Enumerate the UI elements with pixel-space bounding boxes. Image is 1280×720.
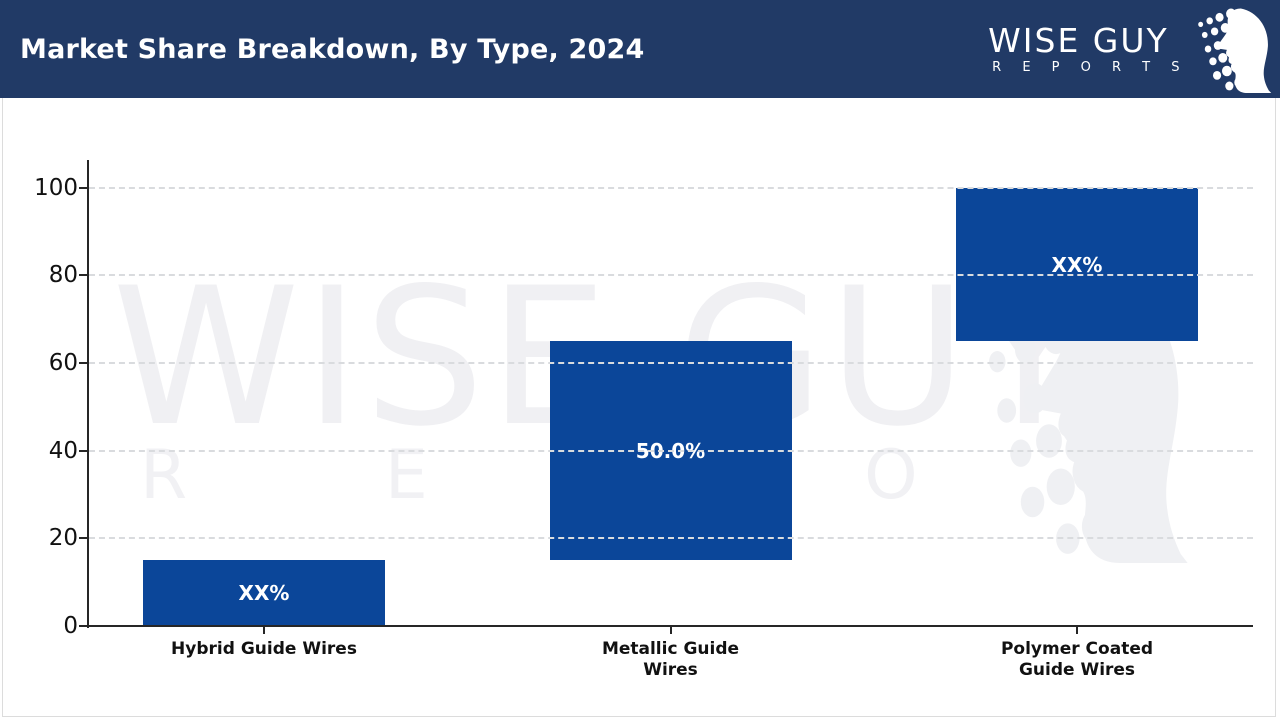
- x-tick-mark: [669, 626, 672, 634]
- y-tick-mark: [79, 274, 87, 277]
- bar: XX%: [956, 187, 1198, 342]
- logo-wordmark: WISE GUY: [988, 20, 1169, 60]
- gridline: [89, 537, 1253, 540]
- x-axis-line: [87, 624, 1253, 627]
- y-tick-label: 20: [48, 525, 78, 552]
- logo-text: WISE GUY R E P O R T S: [988, 24, 1188, 75]
- bar-value-label: XX%: [238, 580, 290, 605]
- x-category-label: Hybrid Guide Wires: [171, 639, 357, 659]
- y-tick-mark: [79, 449, 87, 452]
- x-tick-mark: [1076, 626, 1078, 634]
- y-tick-label: 80: [48, 262, 78, 289]
- y-tick-label: 60: [48, 350, 78, 377]
- x-category-label: Metallic Guide Wires: [601, 639, 740, 680]
- wiseguy-logo: WISE GUY R E P O R T S: [988, 4, 1272, 94]
- gridline: [89, 449, 1253, 452]
- y-tick-mark: [79, 186, 87, 189]
- y-tick-label: 40: [48, 437, 78, 464]
- header-bar: Market Share Breakdown, By Type, 2024 WI…: [0, 0, 1280, 98]
- bar-value-label: XX%: [1051, 252, 1103, 277]
- logo-subtext: R E P O R T S: [992, 59, 1188, 75]
- page-title: Market Share Breakdown, By Type, 2024: [20, 33, 645, 65]
- logo-face-icon: [1198, 8, 1272, 93]
- x-tick-mark: [263, 626, 265, 634]
- y-tick-mark: [79, 362, 87, 365]
- x-category-label: Polymer Coated Guide Wires: [1000, 639, 1154, 680]
- y-tick-mark: [79, 537, 87, 540]
- y-axis-line: [87, 160, 89, 628]
- y-tick-mark: [79, 624, 87, 627]
- gridline: [89, 274, 1253, 277]
- y-tick-label: 0: [63, 612, 78, 639]
- y-tick-label: 100: [34, 174, 78, 201]
- gridline: [89, 186, 1253, 189]
- bar: XX%: [143, 560, 385, 626]
- gridline: [89, 362, 1253, 365]
